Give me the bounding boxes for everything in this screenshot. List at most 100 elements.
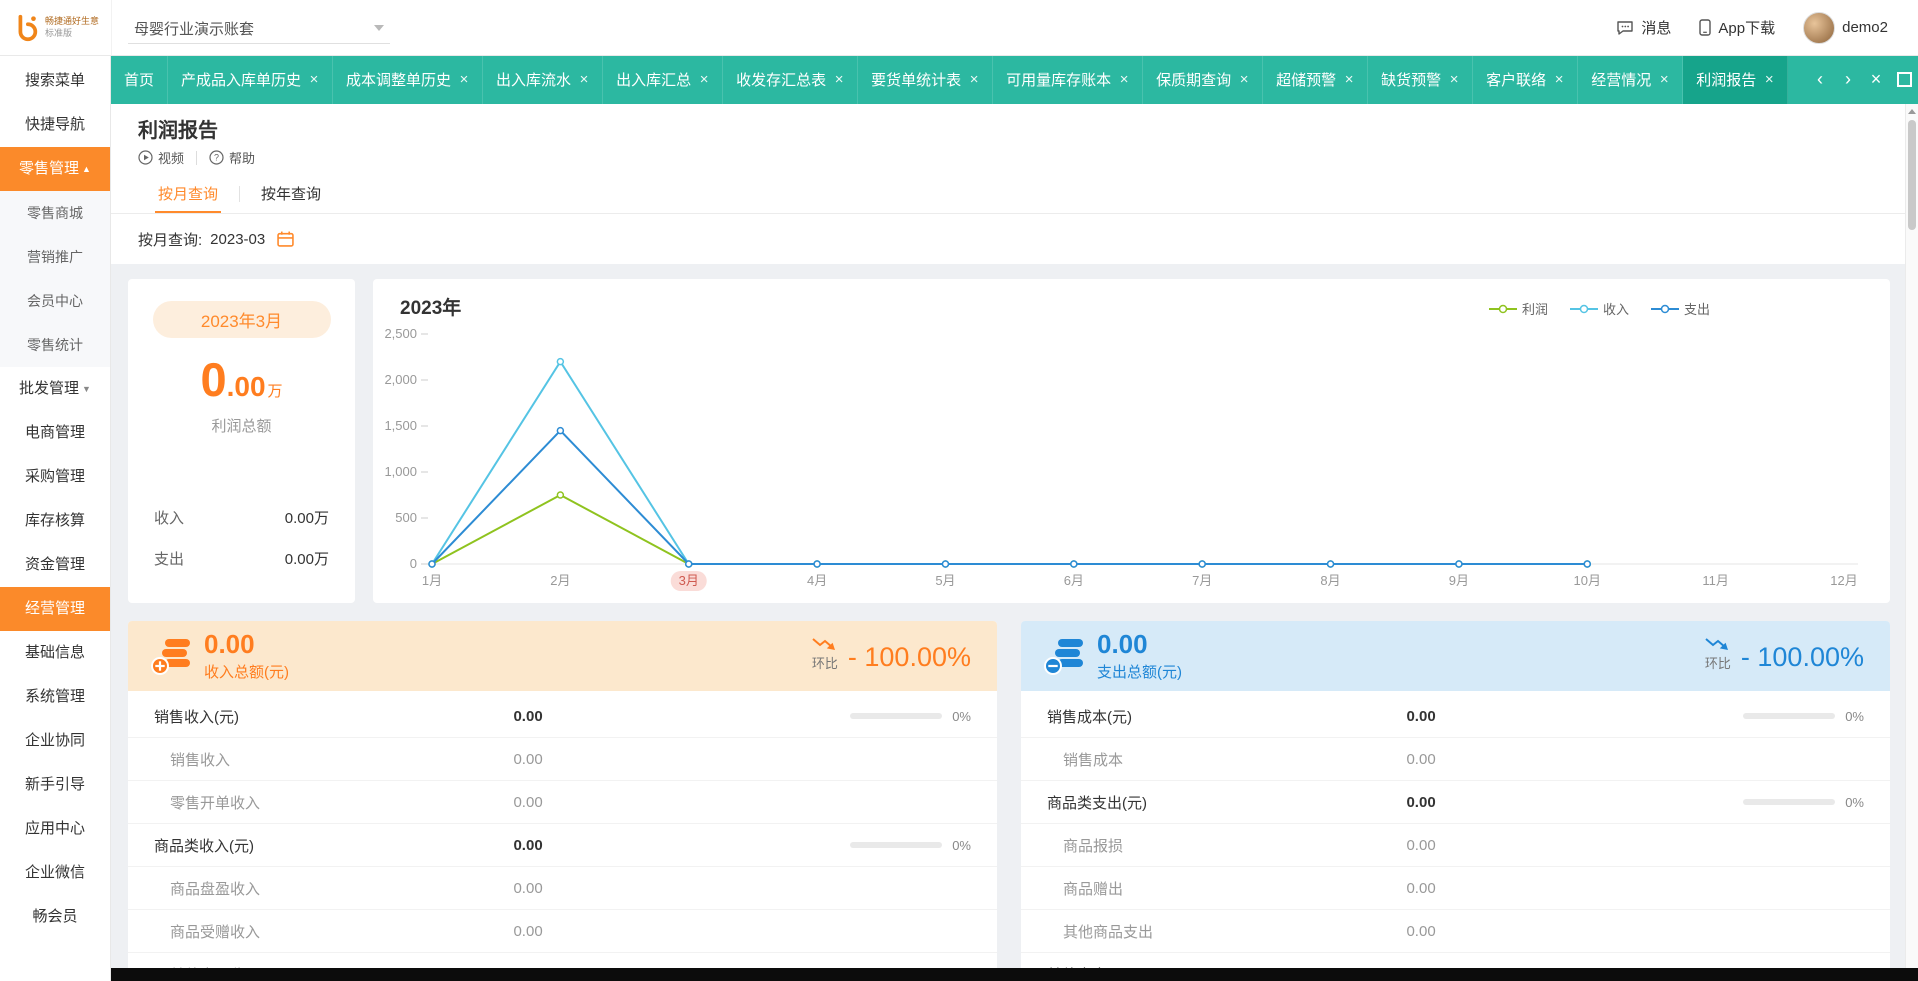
stat-row-商品受赠收入: 商品受赠收入 0.00 [128, 910, 997, 953]
tab-产成品入库单历史[interactable]: 产成品入库单历史 × [168, 55, 334, 104]
sidebar-item-库存核算[interactable]: 库存核算 [0, 499, 110, 543]
sidebar-item-资金管理[interactable]: 资金管理 [0, 543, 110, 587]
svg-text:12月: 12月 [1830, 573, 1857, 588]
tab-close-icon[interactable]: × [459, 71, 469, 88]
tab-出入库流水[interactable]: 出入库流水 × [483, 55, 604, 104]
fullscreen-button[interactable] [1890, 55, 1918, 104]
tab-label: 要货单统计表 [871, 72, 962, 89]
stat-row-label: 销售收入 [170, 751, 231, 769]
app-download-button[interactable]: App下载 [1699, 17, 1775, 38]
legend-item-支出[interactable]: 支出 [1650, 299, 1710, 318]
sidebar-item-经营管理[interactable]: 经营管理 [0, 587, 110, 631]
tabbar: 首页 产成品入库单历史 × 成本调整单历史 × 出入库流水 × 出入库汇总 × 收发存汇总表 × 要货… [111, 55, 1918, 104]
tab-close-icon[interactable]: × [1554, 71, 1564, 88]
bottom-black-strip [111, 968, 1918, 981]
tab-超储预警[interactable]: 超储预警 × [1263, 55, 1369, 104]
tab-close-icon[interactable]: × [969, 71, 979, 88]
tab-label: 收发存汇总表 [736, 72, 827, 89]
sidebar-item-会员中心[interactable]: 会员中心 [0, 279, 110, 323]
tab-出入库汇总[interactable]: 出入库汇总 × [603, 55, 724, 104]
tab-成本调整单历史[interactable]: 成本调整单历史 × [333, 55, 484, 104]
sidebar-item-零售商城[interactable]: 零售商城 [0, 191, 110, 235]
tab-yearly-query[interactable]: 按年查询 [261, 185, 322, 203]
expense-total: 0.00 [1097, 628, 1148, 659]
tab-close-icon[interactable]: × [1449, 71, 1459, 88]
sidebar-item-零售统计[interactable]: 零售统计 [0, 323, 110, 367]
tab-scroll-right-button[interactable]: › [1845, 69, 1851, 89]
svg-text:2月: 2月 [550, 573, 570, 588]
tab-close-icon[interactable]: × [1344, 71, 1354, 88]
tab-label: 首页 [124, 72, 155, 89]
help-button[interactable]: ? 帮助 [209, 148, 255, 167]
tab-首页[interactable]: 首页 [111, 55, 169, 104]
tab-可用量库存账本[interactable]: 可用量库存账本 × [993, 55, 1144, 104]
sidebar-item-label: 快捷导航 [24, 116, 85, 133]
tab-要货单统计表[interactable]: 要货单统计表 × [858, 55, 994, 104]
legend-item-利润[interactable]: 利润 [1488, 299, 1548, 318]
scroll-up-arrow[interactable] [1908, 109, 1916, 114]
sidebar-item-企业协同[interactable]: 企业协同 [0, 719, 110, 763]
calendar-icon[interactable] [277, 231, 294, 247]
sidebar-item-系统管理[interactable]: 系统管理 [0, 675, 110, 719]
page-title: 利润报告 [138, 120, 218, 142]
legend-item-收入[interactable]: 收入 [1569, 299, 1629, 318]
video-button[interactable]: 视频 [138, 148, 184, 167]
tab-close-icon[interactable]: × [1764, 71, 1774, 88]
sidebar-item-畅会员[interactable]: 畅会员 [0, 895, 110, 939]
svg-text:0: 0 [410, 556, 417, 571]
sidebar-item-label: 企业微信 [24, 864, 85, 881]
legend-line-marker-icon [1488, 304, 1517, 313]
stat-row-percent-zone: 0% [1689, 709, 1864, 724]
close-all-tabs-button[interactable]: × [1870, 69, 1882, 89]
tab-缺货预警[interactable]: 缺货预警 × [1368, 55, 1474, 104]
tab-scroll-left-button[interactable]: ‹ [1817, 69, 1823, 89]
sidebar-item-批发管理[interactable]: 批发管理 ▼ [0, 367, 110, 411]
vertical-scrollbar[interactable] [1905, 104, 1918, 968]
user-menu[interactable]: demo2 [1803, 11, 1888, 44]
app-logo[interactable]: 畅捷通好生意 标准版 [0, 0, 112, 55]
sidebar-item-电商管理[interactable]: 电商管理 [0, 411, 110, 455]
tab-close-icon[interactable]: × [309, 71, 319, 88]
tab-close-icon[interactable]: × [1239, 71, 1249, 88]
sidebar-item-采购管理[interactable]: 采购管理 [0, 455, 110, 499]
sidebar-item-企业微信[interactable]: 企业微信 [0, 851, 110, 895]
svg-text:1,500: 1,500 [384, 418, 417, 433]
tab-保质期查询[interactable]: 保质期查询 × [1143, 55, 1264, 104]
tab-客户联络[interactable]: 客户联络 × [1473, 55, 1579, 104]
tab-label: 出入库流水 [496, 72, 572, 89]
tab-经营情况[interactable]: 经营情况 × [1578, 55, 1684, 104]
sidebar-item-label: 库存核算 [24, 512, 85, 529]
account-select[interactable]: 母婴行业演示账套 [128, 13, 390, 44]
tab-label: 经营情况 [1591, 72, 1652, 89]
tab-monthly-query[interactable]: 按月查询 [155, 175, 222, 213]
scrollbar-thumb[interactable] [1908, 120, 1916, 230]
percent-label: 0% [952, 708, 971, 724]
tab-close-icon[interactable]: × [1119, 71, 1129, 88]
sidebar-item-新手引导[interactable]: 新手引导 [0, 763, 110, 807]
sidebar-item-label: 电商管理 [24, 424, 85, 441]
svg-text:10月: 10月 [1574, 573, 1601, 588]
sidebar-item-营销推广[interactable]: 营销推广 [0, 235, 110, 279]
sidebar-item-零售管理[interactable]: 零售管理 ▲ [0, 147, 110, 191]
tab-close-icon[interactable]: × [699, 71, 709, 88]
tab-label: 客户联络 [1486, 72, 1547, 89]
tab-利润报告[interactable]: 利润报告 × [1683, 55, 1789, 104]
income-total-label: 收入总额(元) [204, 664, 289, 682]
tab-close-icon[interactable]: × [1659, 71, 1669, 88]
sidebar-item-快捷导航[interactable]: 快捷导航 [0, 103, 110, 147]
summary-income-label: 收入 [154, 510, 185, 527]
month-filter[interactable]: 按月查询: 2023-03 [138, 214, 294, 264]
caret-up-icon: ▲ [82, 164, 91, 174]
play-circle-icon [138, 150, 153, 165]
tab-收发存汇总表[interactable]: 收发存汇总表 × [723, 55, 859, 104]
tab-close-icon[interactable]: × [579, 71, 589, 88]
sidebar-item-基础信息[interactable]: 基础信息 [0, 631, 110, 675]
sidebar-item-应用中心[interactable]: 应用中心 [0, 807, 110, 851]
messages-button[interactable]: 消息 [1616, 17, 1671, 38]
sidebar-item-搜索菜单[interactable]: 搜索菜单 [0, 59, 110, 103]
tab-strip: 首页 产成品入库单历史 × 成本调整单历史 × 出入库流水 × 出入库汇总 × 收发存汇总表 × 要货… [111, 55, 1806, 104]
svg-text:500: 500 [395, 510, 417, 525]
expense-total-label: 支出总额(元) [1097, 664, 1182, 682]
stat-row-label: 商品赠出 [1063, 880, 1124, 898]
tab-close-icon[interactable]: × [834, 71, 844, 88]
